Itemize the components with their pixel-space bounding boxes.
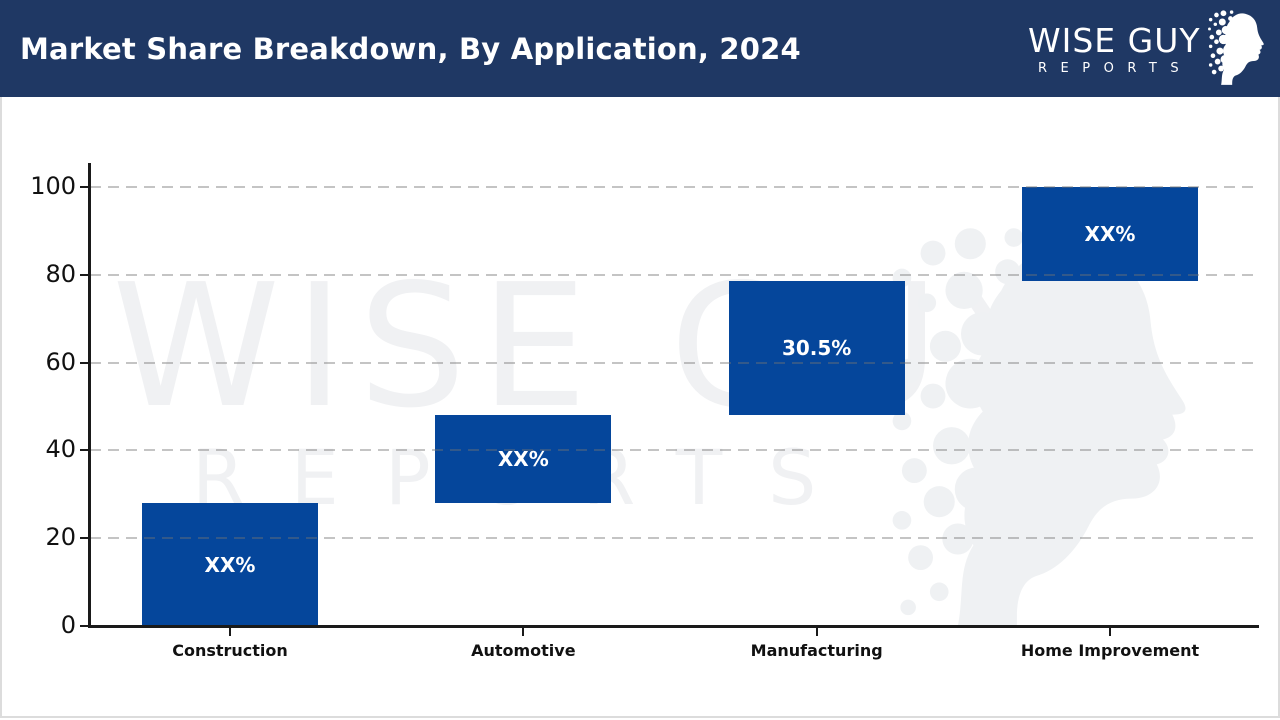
gridline: [90, 537, 1257, 540]
x-tick-mark: [522, 628, 525, 636]
watermark-dotted-head: [887, 228, 1186, 626]
y-tick-label: 60: [45, 347, 76, 376]
y-tick-label: 40: [45, 435, 76, 464]
gridline: [90, 361, 1257, 364]
x-axis-label: Construction: [172, 641, 288, 660]
logo-text: WISE GUY REPORTS: [1028, 21, 1201, 77]
y-tick-mark: [80, 449, 88, 452]
x-tick-mark: [815, 628, 818, 636]
page-title: Market Share Breakdown, By Application, …: [20, 31, 801, 66]
logo-dotted-head-icon: [1208, 10, 1264, 85]
bar: XX%: [1021, 187, 1198, 282]
y-tick-mark: [80, 625, 88, 627]
y-tick-mark: [80, 273, 88, 276]
x-axis-line: [88, 625, 1259, 628]
y-axis-line: [88, 163, 91, 628]
bar: 30.5%: [728, 281, 905, 416]
y-tick-mark: [80, 361, 88, 364]
logo-subtitle: REPORTS: [1038, 61, 1193, 76]
x-tick-mark: [1108, 628, 1111, 636]
y-tick-mark: [80, 186, 88, 188]
y-tick-label: 0: [60, 611, 76, 639]
gridline: [90, 186, 1257, 188]
x-axis-label: Automotive: [471, 641, 576, 660]
gridline: [90, 273, 1257, 276]
y-tick-label: 80: [45, 259, 76, 288]
bar-value-label: XX%: [497, 447, 549, 472]
logo-wordmark: WISE GUY: [1028, 21, 1201, 60]
y-tick-mark: [80, 537, 88, 540]
bar: XX%: [435, 415, 612, 504]
bar: XX%: [142, 503, 318, 626]
bar-value-label: 30.5%: [781, 336, 852, 361]
y-tick-label: 100: [30, 172, 76, 200]
wise-guy-logo: WISE GUY REPORTS: [1010, 6, 1270, 94]
bar-value-label: XX%: [1084, 222, 1136, 247]
x-axis-label: Home Improvement: [1020, 641, 1200, 660]
x-axis-label: Manufacturing: [750, 641, 883, 660]
header-bar: Market Share Breakdown, By Application, …: [0, 0, 1280, 97]
y-tick-label: 20: [45, 523, 76, 552]
x-tick-mark: [229, 628, 231, 636]
gridline: [90, 449, 1257, 452]
bar-value-label: XX%: [204, 552, 256, 577]
